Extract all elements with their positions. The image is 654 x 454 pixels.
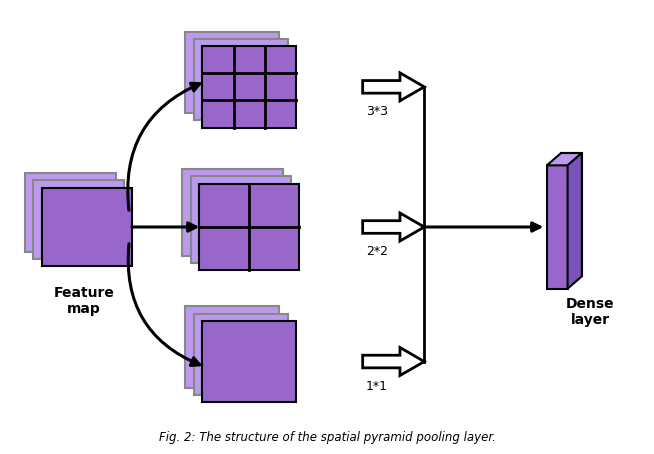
Bar	[190, 176, 291, 263]
Polygon shape	[363, 213, 424, 241]
Text: 3*3: 3*3	[366, 105, 388, 118]
Text: Feature
map: Feature map	[54, 286, 114, 316]
Text: 1*1: 1*1	[366, 380, 388, 393]
Bar	[194, 39, 288, 120]
Text: 2*2: 2*2	[366, 246, 388, 258]
Bar	[182, 169, 283, 256]
Polygon shape	[547, 153, 582, 165]
Bar	[561, 153, 582, 276]
Bar	[185, 306, 279, 388]
Polygon shape	[363, 347, 424, 375]
Bar	[199, 183, 300, 271]
Polygon shape	[363, 73, 424, 101]
Bar	[185, 32, 279, 113]
Text: Dense
layer: Dense layer	[566, 297, 615, 327]
Bar	[33, 181, 124, 259]
Bar	[194, 314, 288, 395]
Bar	[202, 321, 296, 402]
Bar	[202, 46, 296, 128]
Text: Fig. 2: The structure of the spatial pyramid pooling layer.: Fig. 2: The structure of the spatial pyr…	[158, 431, 496, 444]
Bar	[42, 188, 133, 266]
Bar	[25, 173, 116, 252]
Polygon shape	[568, 153, 582, 289]
Bar	[547, 165, 568, 289]
